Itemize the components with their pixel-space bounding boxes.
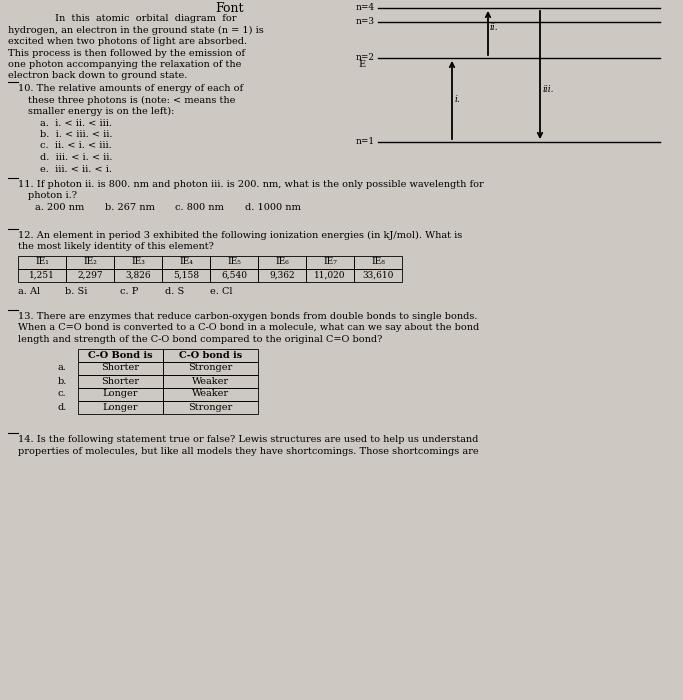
Text: 13. There are enzymes that reduce carbon-oxygen bonds from double bonds to singl: 13. There are enzymes that reduce carbon… <box>18 312 477 321</box>
Bar <box>78 400 163 414</box>
Text: Font: Font <box>216 2 245 15</box>
Text: IE₇: IE₇ <box>323 258 337 267</box>
Bar <box>78 361 163 374</box>
Text: iii.: iii. <box>543 85 555 94</box>
Text: n=3: n=3 <box>356 18 375 27</box>
Text: 6,540: 6,540 <box>221 270 247 279</box>
Text: d.: d. <box>58 402 68 412</box>
Text: b.: b. <box>58 377 68 386</box>
Bar <box>354 256 402 269</box>
Bar <box>78 374 163 388</box>
Text: hydrogen, an electron in the ground state (n = 1) is: hydrogen, an electron in the ground stat… <box>8 25 264 34</box>
Text: b. 267 nm: b. 267 nm <box>105 203 155 212</box>
Text: 33,610: 33,610 <box>362 270 393 279</box>
Text: 11,020: 11,020 <box>314 270 346 279</box>
Bar <box>163 374 258 388</box>
Text: IE₆: IE₆ <box>275 258 289 267</box>
Text: IE₂: IE₂ <box>83 258 97 267</box>
Text: 9,362: 9,362 <box>269 270 295 279</box>
Text: a.: a. <box>58 363 67 372</box>
Text: c. 800 nm: c. 800 nm <box>175 203 224 212</box>
Text: 14. Is the following statement true or false? Lewis structures are used to help : 14. Is the following statement true or f… <box>18 435 478 444</box>
Bar <box>163 400 258 414</box>
Text: d. 1000 nm: d. 1000 nm <box>245 203 301 212</box>
Bar <box>114 256 162 269</box>
Text: 11. If photon ii. is 800. nm and photon iii. is 200. nm, what is the only possib: 11. If photon ii. is 800. nm and photon … <box>18 180 484 189</box>
Text: Stronger: Stronger <box>189 402 233 412</box>
Bar <box>210 269 258 281</box>
Text: IE₁: IE₁ <box>35 258 49 267</box>
Text: IE₅: IE₅ <box>227 258 241 267</box>
Text: the most likely identity of this element?: the most likely identity of this element… <box>18 242 214 251</box>
Text: length and strength of the C-O bond compared to the original C=O bond?: length and strength of the C-O bond comp… <box>18 335 382 344</box>
Text: electron back down to ground state.: electron back down to ground state. <box>8 71 187 80</box>
Bar <box>163 361 258 374</box>
Text: 3,826: 3,826 <box>125 270 151 279</box>
Text: n=4: n=4 <box>356 4 375 13</box>
Bar <box>210 256 258 269</box>
Bar <box>66 269 114 281</box>
Text: b.  i. < iii. < ii.: b. i. < iii. < ii. <box>40 130 113 139</box>
Bar <box>78 349 163 361</box>
Bar <box>258 256 306 269</box>
Text: IE₈: IE₈ <box>371 258 385 267</box>
Bar <box>258 269 306 281</box>
Text: 10. The relative amounts of energy of each of: 10. The relative amounts of energy of ea… <box>18 84 243 93</box>
Bar <box>162 256 210 269</box>
Text: n=2: n=2 <box>356 53 375 62</box>
Bar <box>78 388 163 400</box>
Text: Longer: Longer <box>102 389 138 398</box>
Text: E: E <box>358 60 365 69</box>
Text: 12. An element in period 3 exhibited the following ionization energies (in kJ/mo: 12. An element in period 3 exhibited the… <box>18 230 462 239</box>
Bar <box>163 349 258 361</box>
Text: excited when two photons of light are absorbed.: excited when two photons of light are ab… <box>8 37 247 46</box>
Bar <box>162 269 210 281</box>
Text: 1,251: 1,251 <box>29 270 55 279</box>
Text: photon i.?: photon i.? <box>28 192 77 200</box>
Text: In  this  atomic  orbital  diagram  for: In this atomic orbital diagram for <box>55 14 236 23</box>
Bar <box>306 256 354 269</box>
Text: d.  iii. < i. < ii.: d. iii. < i. < ii. <box>40 153 113 162</box>
Text: 2,297: 2,297 <box>77 270 103 279</box>
Text: 5,158: 5,158 <box>173 270 199 279</box>
Text: Stronger: Stronger <box>189 363 233 372</box>
Text: smaller energy is on the left):: smaller energy is on the left): <box>28 107 174 116</box>
Text: IE₃: IE₃ <box>131 258 145 267</box>
Text: n=1: n=1 <box>356 137 375 146</box>
Text: i.: i. <box>455 95 461 104</box>
Bar <box>18 269 66 281</box>
Text: a. Al: a. Al <box>18 286 40 295</box>
Bar <box>163 388 258 400</box>
Text: This process is then followed by the emission of: This process is then followed by the emi… <box>8 48 245 57</box>
Text: Shorter: Shorter <box>102 377 139 386</box>
Text: C-O Bond is: C-O Bond is <box>88 351 153 360</box>
Text: Shorter: Shorter <box>102 363 139 372</box>
Bar <box>114 269 162 281</box>
Text: IE₄: IE₄ <box>179 258 193 267</box>
Text: c.  ii. < i. < iii.: c. ii. < i. < iii. <box>40 141 112 150</box>
Text: d. S: d. S <box>165 286 184 295</box>
Text: ii.: ii. <box>490 24 499 32</box>
Text: c. P: c. P <box>120 286 139 295</box>
Text: these three photons is (note: < means the: these three photons is (note: < means th… <box>28 95 236 104</box>
Bar <box>306 269 354 281</box>
Text: Weaker: Weaker <box>192 389 229 398</box>
Text: a. 200 nm: a. 200 nm <box>35 203 84 212</box>
Text: e.  iii. < ii. < i.: e. iii. < ii. < i. <box>40 164 112 174</box>
Text: Longer: Longer <box>102 402 138 412</box>
Bar <box>354 269 402 281</box>
Text: e. Cl: e. Cl <box>210 286 232 295</box>
Text: c.: c. <box>58 389 67 398</box>
Text: a.  i. < ii. < iii.: a. i. < ii. < iii. <box>40 118 112 127</box>
Text: b. Si: b. Si <box>65 286 87 295</box>
Text: Weaker: Weaker <box>192 377 229 386</box>
Text: one photon accompanying the relaxation of the: one photon accompanying the relaxation o… <box>8 60 241 69</box>
Text: properties of molecules, but like all models they have shortcomings. Those short: properties of molecules, but like all mo… <box>18 447 479 456</box>
Bar <box>18 256 66 269</box>
Text: C-O bond is: C-O bond is <box>179 351 242 360</box>
Text: When a C=O bond is converted to a C-O bond in a molecule, what can we say about : When a C=O bond is converted to a C-O bo… <box>18 323 479 332</box>
Bar <box>66 256 114 269</box>
